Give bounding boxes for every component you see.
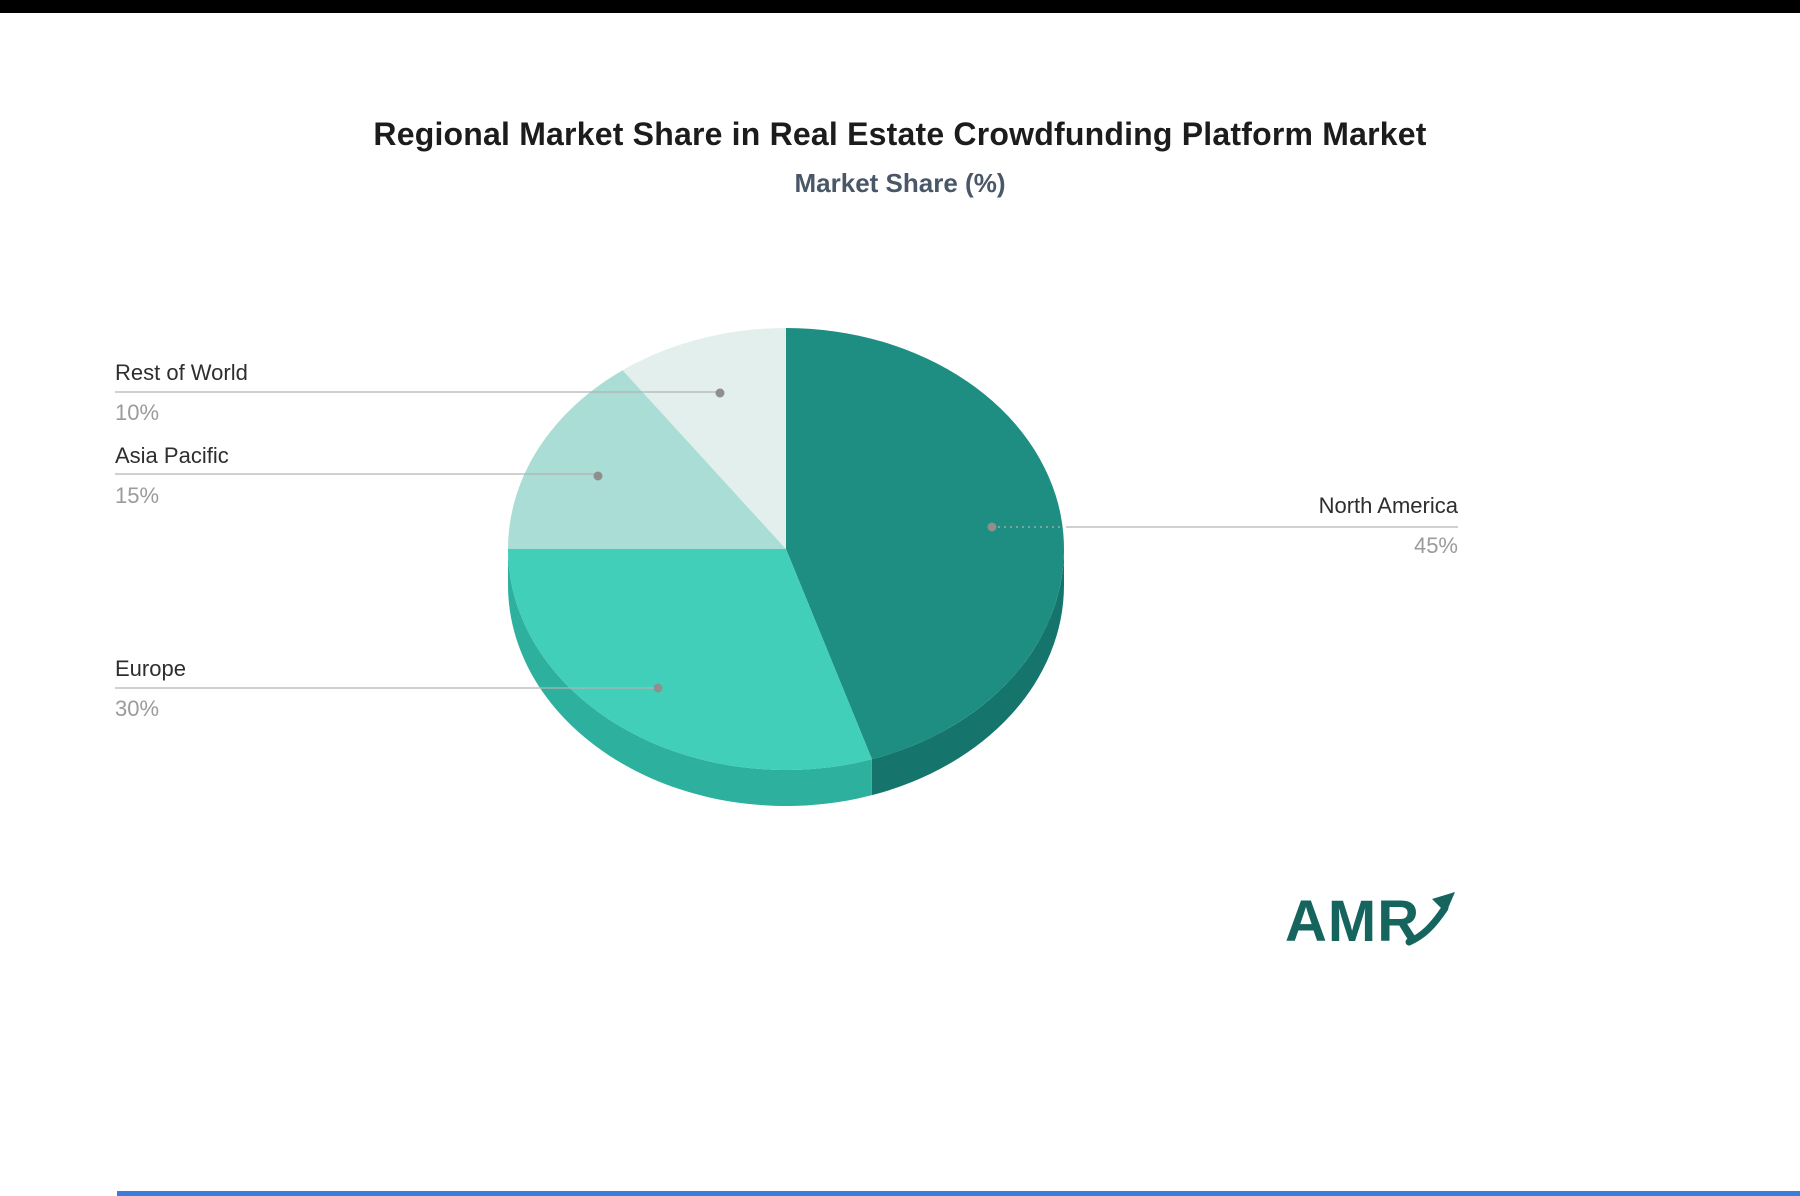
pie-slice-asia-pacific[interactable] [508, 370, 786, 549]
pie-slice-europe[interactable] [508, 549, 872, 770]
pie-slice-north-america[interactable] [786, 328, 1064, 760]
series-percent: 45% [1413, 533, 1458, 558]
leader-dot [593, 471, 603, 481]
chart-subtitle: Market Share (%) [794, 168, 1006, 198]
label-asia-pacific: Asia Pacific 15% [115, 443, 229, 509]
pie-slice-rest-of-world[interactable] [622, 328, 786, 549]
label-europe: Europe 30% [115, 656, 186, 722]
amr-logo: AMR [1285, 890, 1475, 970]
amr-logo-text: AMR [1285, 889, 1421, 954]
pie-slice-side-europe[interactable] [508, 549, 872, 806]
label-north-america: North America 45% [1158, 493, 1458, 559]
leader-dot [987, 522, 997, 532]
series-name: Europe [115, 656, 186, 681]
series-name: Asia Pacific [115, 443, 229, 468]
series-percent: 10% [115, 400, 160, 425]
series-name: North America [1318, 493, 1458, 518]
series-percent: 15% [115, 483, 160, 508]
series-name: Rest of World [115, 360, 248, 385]
series-percent: 30% [115, 696, 160, 721]
pie-slice-side-north-america[interactable] [871, 549, 1064, 796]
horizontal-scrollbar[interactable] [117, 1191, 1800, 1196]
chart-title: Regional Market Share in Real Estate Cro… [373, 116, 1427, 152]
label-rest-of-world: Rest of World 10% [115, 360, 248, 426]
leader-dot [653, 683, 663, 693]
leader-dot [715, 388, 725, 398]
amr-logo-arrow-icon [1405, 892, 1455, 946]
top-border-bar [0, 0, 1800, 13]
